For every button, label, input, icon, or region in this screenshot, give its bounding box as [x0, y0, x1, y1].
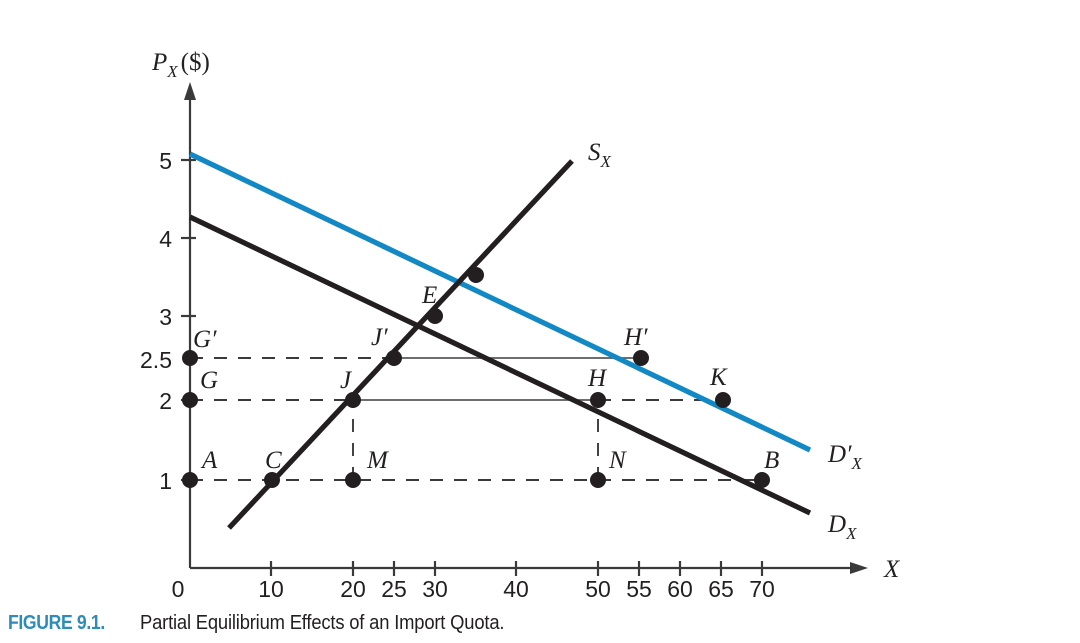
point-E[interactable]: [427, 308, 443, 324]
figure-caption-text: Partial Equilibrium Effects of an Import…: [140, 612, 505, 634]
point-H-prime[interactable]: [633, 350, 649, 366]
point-G[interactable]: [182, 392, 198, 408]
x-tick-label-55: 55: [626, 576, 652, 600]
point-K[interactable]: [715, 392, 731, 408]
y-tick-label-2: 2: [159, 388, 172, 414]
point-label-M: M: [366, 447, 389, 474]
axis-titles: PX ($) X: [151, 49, 901, 583]
x-tick-label-65: 65: [708, 576, 734, 600]
curve-demand-shifted[interactable]: [188, 151, 812, 453]
x-tick-label-70: 70: [749, 576, 775, 600]
y-axis-title-unit: ($): [181, 49, 210, 76]
point-G-prime[interactable]: [182, 350, 198, 366]
point-label-C: C: [265, 447, 282, 474]
point-H[interactable]: [590, 392, 606, 408]
x-tick-label-25: 25: [381, 576, 407, 600]
x-axis-title: X: [883, 556, 901, 583]
curves-group: [188, 151, 812, 530]
point-labels-group: A C M N B G J H K G′ J′ H′ E: [193, 282, 779, 474]
point-label-K: K: [709, 364, 728, 391]
point-C[interactable]: [264, 472, 280, 488]
point-label-N: N: [608, 447, 627, 474]
point-label-J-prime: J′: [371, 324, 388, 351]
point-label-H: H: [587, 365, 608, 392]
curve-label-demand-shifted-sub: X: [851, 454, 863, 473]
x-tick-label-10: 10: [258, 576, 284, 600]
point-M[interactable]: [345, 472, 361, 488]
curve-labels: SX D′X DX: [588, 139, 863, 543]
x-tick-label-50: 50: [585, 576, 611, 600]
point-label-E: E: [421, 282, 437, 309]
point-supply-shifted-demand-intersection[interactable]: [468, 267, 484, 283]
economics-plot: 5 4 3 2.5 2 1 0 10 20 25 30 40 50 55 60 …: [140, 49, 901, 600]
curve-demand[interactable]: [188, 214, 812, 516]
y-tick-labels: 5 4 3 2.5 2 1: [140, 148, 172, 494]
point-A[interactable]: [182, 472, 198, 488]
point-B[interactable]: [754, 472, 770, 488]
point-label-J: J: [340, 367, 353, 394]
x-tick-labels: 0 10 20 25 30 40 50 55 60 65 70: [172, 576, 775, 600]
point-label-H-prime: H′: [623, 324, 648, 351]
curve-label-demand-main: D: [827, 511, 846, 538]
y-tick-label-5: 5: [159, 148, 172, 174]
curve-label-supply: SX: [588, 139, 612, 171]
data-points-group: [182, 267, 770, 488]
x-tick-label-60: 60: [667, 576, 693, 600]
point-label-G: G: [200, 367, 218, 394]
point-label-A: A: [200, 447, 218, 474]
y-tick-label-2.5: 2.5: [140, 347, 172, 373]
x-tick-label-20: 20: [340, 576, 366, 600]
point-J-prime[interactable]: [386, 350, 402, 366]
x-tick-label-40: 40: [503, 576, 529, 600]
curve-label-demand-shifted: D′X: [827, 441, 863, 473]
x-tick-label-0: 0: [172, 576, 185, 600]
point-label-B: B: [764, 447, 779, 474]
curve-label-supply-sub: X: [600, 152, 612, 171]
curve-supply[interactable]: [227, 159, 574, 530]
y-axis-title-main: P: [151, 49, 167, 76]
axes-group: [181, 82, 868, 576]
y-axis-title-sub: X: [166, 62, 178, 81]
point-label-G-prime: G′: [193, 326, 217, 353]
point-N[interactable]: [590, 472, 606, 488]
curve-label-supply-main: S: [588, 139, 601, 166]
figure-number: FIGURE 9.1.: [8, 612, 105, 634]
curve-label-demand-shifted-main: D′: [827, 441, 852, 468]
y-tick-label-4: 4: [159, 226, 172, 252]
figure-caption: FIGURE 9.1. Partial Equilibrium Effects …: [0, 604, 1080, 643]
point-J[interactable]: [345, 392, 361, 408]
y-tick-label-3: 3: [159, 304, 172, 330]
y-tick-label-1: 1: [159, 468, 172, 494]
y-axis-arrowhead: [184, 82, 196, 100]
x-tick-label-30: 30: [422, 576, 448, 600]
y-axis-title: PX ($): [151, 49, 210, 81]
curve-label-demand: DX: [827, 511, 857, 543]
curve-label-demand-sub: X: [845, 524, 857, 543]
x-axis-arrowhead: [850, 562, 868, 574]
